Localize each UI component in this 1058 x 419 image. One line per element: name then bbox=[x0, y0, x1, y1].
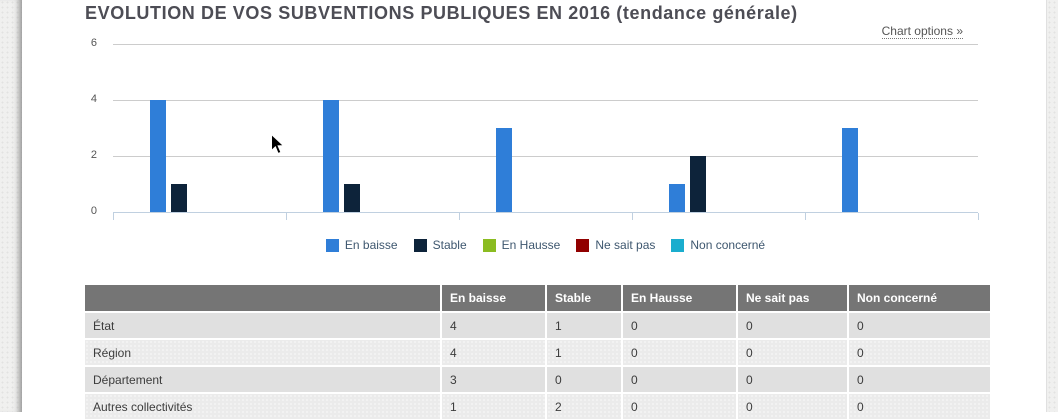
table-header-cell: En Hausse bbox=[621, 285, 737, 312]
x-axis-tick bbox=[632, 213, 633, 220]
table-row: Département 3 0 0 0 0 bbox=[85, 365, 990, 393]
legend-label: Stable bbox=[432, 238, 467, 252]
table-cell-value: 2 bbox=[545, 392, 622, 419]
legend-item[interactable]: Stable bbox=[413, 238, 467, 252]
legend-label: Non concerné bbox=[690, 238, 766, 252]
table-header: En baisse Stable En Hausse Ne sait pas Non c… bbox=[85, 285, 990, 312]
chart-bar[interactable] bbox=[842, 128, 858, 212]
table-cell-value: 0 bbox=[621, 365, 737, 393]
table-header-cell: En baisse bbox=[440, 285, 546, 312]
gridline bbox=[113, 156, 978, 157]
legend-swatch-icon bbox=[576, 238, 590, 252]
table-cell-value: 0 bbox=[736, 365, 848, 393]
legend-label: En baisse bbox=[344, 238, 398, 252]
chart-bar[interactable] bbox=[150, 100, 166, 212]
gridline bbox=[113, 100, 978, 101]
table-header-cell: Non concerné bbox=[847, 285, 990, 312]
chart-bar[interactable] bbox=[344, 184, 360, 212]
row-label: Autres collectivités bbox=[85, 392, 441, 419]
row-label: État bbox=[85, 311, 441, 339]
table-cell-value: 1 bbox=[545, 311, 622, 339]
table-row: État 4 1 0 0 0 bbox=[85, 311, 990, 339]
chart-legend: En baisse Stable En Hausse Ne sait pas Non c… bbox=[113, 238, 978, 252]
table-cell-value: 0 bbox=[736, 392, 848, 419]
row-label: Région bbox=[85, 338, 441, 366]
chart-bar[interactable] bbox=[496, 128, 512, 212]
y-axis-tick-label: 0 bbox=[90, 205, 97, 217]
table-cell-value: 0 bbox=[736, 338, 848, 366]
legend-label: Ne sait pas bbox=[595, 238, 656, 252]
legend-item[interactable]: Ne sait pas bbox=[576, 238, 655, 252]
legend-item[interactable]: Non concerné bbox=[671, 238, 765, 252]
page-title: EVOLUTION DE VOS SUBVENTIONS PUBLIQUES E… bbox=[85, 3, 798, 23]
legend-swatch-icon bbox=[325, 238, 339, 252]
table-cell-value: 0 bbox=[621, 311, 737, 339]
table-cell-value: 0 bbox=[847, 392, 990, 419]
row-label: Département bbox=[85, 365, 441, 393]
table-cell-value: 1 bbox=[440, 392, 546, 419]
table-cell-value: 4 bbox=[440, 311, 546, 339]
chart-bar[interactable] bbox=[690, 156, 706, 212]
legend-swatch-icon bbox=[482, 238, 496, 252]
table-cell-value: 0 bbox=[621, 392, 737, 419]
table-header-cell: Stable bbox=[545, 285, 622, 312]
table-cell-value: 0 bbox=[736, 311, 848, 339]
bar-chart: 0 2 4 6 En baisse Stable En Hausse Ne sait pas… bbox=[22, 0, 1046, 262]
x-axis-tick bbox=[978, 213, 979, 220]
chart-options-link[interactable]: Chart options » bbox=[881, 24, 963, 39]
table-header-cell bbox=[85, 285, 441, 312]
table-header-cell: Ne sait pas bbox=[736, 285, 848, 312]
chart-bar[interactable] bbox=[171, 184, 187, 212]
legend-label: En Hausse bbox=[501, 238, 561, 252]
mouse-cursor bbox=[271, 134, 285, 155]
legend-item[interactable]: En Hausse bbox=[482, 238, 561, 252]
legend-swatch-icon bbox=[413, 238, 427, 252]
table-cell-value: 4 bbox=[440, 338, 546, 366]
table-cell-value: 3 bbox=[440, 365, 546, 393]
x-axis-tick bbox=[459, 213, 460, 220]
x-axis-line bbox=[113, 212, 978, 213]
x-axis-tick bbox=[286, 213, 287, 220]
table-cell-value: 0 bbox=[847, 365, 990, 393]
chart-bar[interactable] bbox=[323, 100, 339, 212]
data-table: En baisse Stable En Hausse Ne sait pas Non c… bbox=[85, 285, 990, 419]
table-row: Région 4 1 0 0 0 bbox=[85, 338, 990, 366]
x-axis-tick bbox=[805, 213, 806, 220]
legend-swatch-icon bbox=[671, 238, 685, 252]
table-cell-value: 0 bbox=[847, 338, 990, 366]
legend-item[interactable]: En baisse bbox=[325, 238, 398, 252]
y-axis-tick-label: 4 bbox=[90, 93, 97, 105]
page-background-left bbox=[0, 0, 22, 412]
page-background-right bbox=[1046, 0, 1058, 412]
table-cell-value: 0 bbox=[621, 338, 737, 366]
y-axis-tick-label: 2 bbox=[90, 149, 97, 161]
table-cell-value: 0 bbox=[847, 311, 990, 339]
chart-bar[interactable] bbox=[669, 184, 685, 212]
table-cell-value: 1 bbox=[545, 338, 622, 366]
table-cell-value: 0 bbox=[545, 365, 622, 393]
x-axis-tick bbox=[113, 213, 114, 220]
table-row: Autres collectivités 1 2 0 0 0 bbox=[85, 392, 990, 419]
y-axis-tick-label: 6 bbox=[90, 37, 97, 49]
content-panel: EVOLUTION DE VOS SUBVENTIONS PUBLIQUES E… bbox=[22, 0, 1046, 419]
gridline bbox=[113, 44, 978, 45]
